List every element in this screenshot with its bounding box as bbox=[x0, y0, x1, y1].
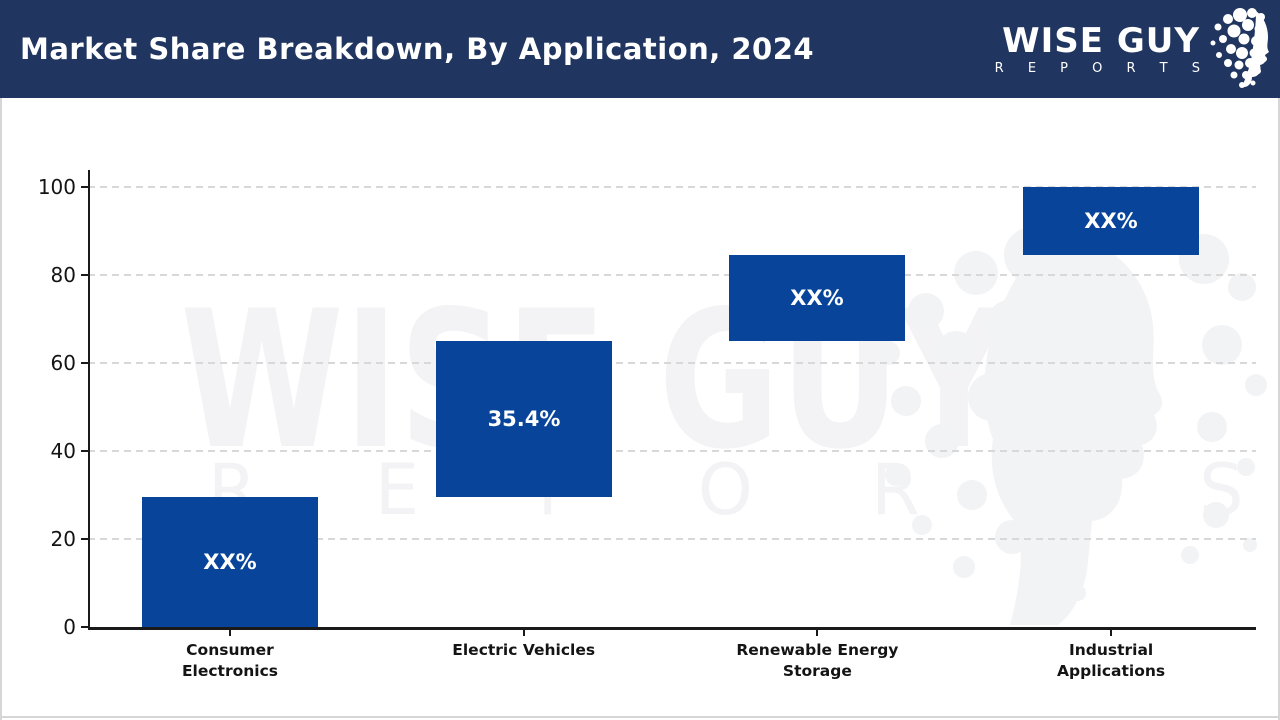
y-tick-20 bbox=[81, 538, 88, 540]
x-tick-2 bbox=[522, 629, 525, 636]
brand-face-icon bbox=[1210, 8, 1269, 88]
brand-subtitle: R E P O R T S bbox=[994, 60, 1210, 76]
bar-value-label: XX% bbox=[203, 549, 257, 574]
x-category-label-line: Applications bbox=[1057, 662, 1166, 680]
x-category-label-line: Electronics bbox=[181, 662, 279, 680]
x-category-label-line: Storage bbox=[782, 662, 852, 680]
bar-value-label: XX% bbox=[790, 285, 844, 310]
bar-3: XX% bbox=[729, 254, 905, 341]
gridline-80 bbox=[88, 274, 1256, 276]
plot-area: WISE GUY R E P O R T S 0 20 40 60 80 100 XX% Co… bbox=[0, 98, 1280, 720]
x-category-label: Consumer Electronics bbox=[120, 640, 340, 682]
bar-1: XX% bbox=[142, 496, 318, 627]
bar-4: XX% bbox=[1023, 187, 1199, 255]
gridline-20 bbox=[88, 538, 1256, 540]
gridline-60 bbox=[88, 362, 1256, 364]
x-tick-4 bbox=[1110, 629, 1113, 636]
page-header: Market Share Breakdown, By Application, … bbox=[0, 0, 1280, 98]
y-tick-0 bbox=[81, 626, 88, 628]
x-category-label: Renewable Energy Storage bbox=[707, 640, 927, 682]
y-tick-label-100: 100 bbox=[37, 175, 76, 199]
x-category-label-line: Renewable Energy bbox=[736, 641, 899, 659]
x-category-label: Electric Vehicles bbox=[414, 640, 634, 661]
x-tick-3 bbox=[816, 629, 819, 636]
x-category-label-line: Consumer bbox=[186, 641, 274, 659]
y-tick-60 bbox=[81, 362, 88, 364]
y-tick-label-20: 20 bbox=[50, 527, 76, 551]
bar-2: 35.4% bbox=[436, 341, 612, 497]
x-tick-1 bbox=[229, 629, 231, 636]
left-border bbox=[0, 0, 2, 720]
y-tick-label-60: 60 bbox=[50, 351, 76, 375]
x-axis-line bbox=[88, 627, 1256, 630]
y-tick-40 bbox=[81, 450, 88, 452]
brand-name: WISE GUY bbox=[1002, 20, 1200, 61]
y-axis-line bbox=[88, 170, 90, 629]
y-tick-label-0: 0 bbox=[63, 615, 76, 639]
y-tick-label-40: 40 bbox=[50, 439, 76, 463]
bottom-border bbox=[0, 716, 1280, 718]
bar-value-label: XX% bbox=[1084, 208, 1138, 233]
y-tick-label-80: 80 bbox=[50, 263, 76, 287]
watermark-face-icon bbox=[876, 227, 1267, 625]
chart-title: Market Share Breakdown, By Application, … bbox=[20, 32, 815, 66]
brand-logo: WISE GUY R E P O R T S bbox=[995, 0, 1270, 98]
gridline-40 bbox=[88, 450, 1256, 452]
brand-wordmark: WISE GUY R E P O R T S bbox=[995, 23, 1200, 76]
bar-value-label: 35.4% bbox=[487, 406, 561, 431]
right-border bbox=[1278, 0, 1280, 720]
x-category-label: Industrial Applications bbox=[1001, 640, 1221, 682]
x-category-label-line: Electric Vehicles bbox=[452, 641, 596, 659]
y-tick-100 bbox=[81, 186, 88, 188]
x-category-label-line: Industrial bbox=[1068, 641, 1154, 659]
y-tick-80 bbox=[81, 274, 88, 276]
gridline-100 bbox=[88, 186, 1256, 188]
